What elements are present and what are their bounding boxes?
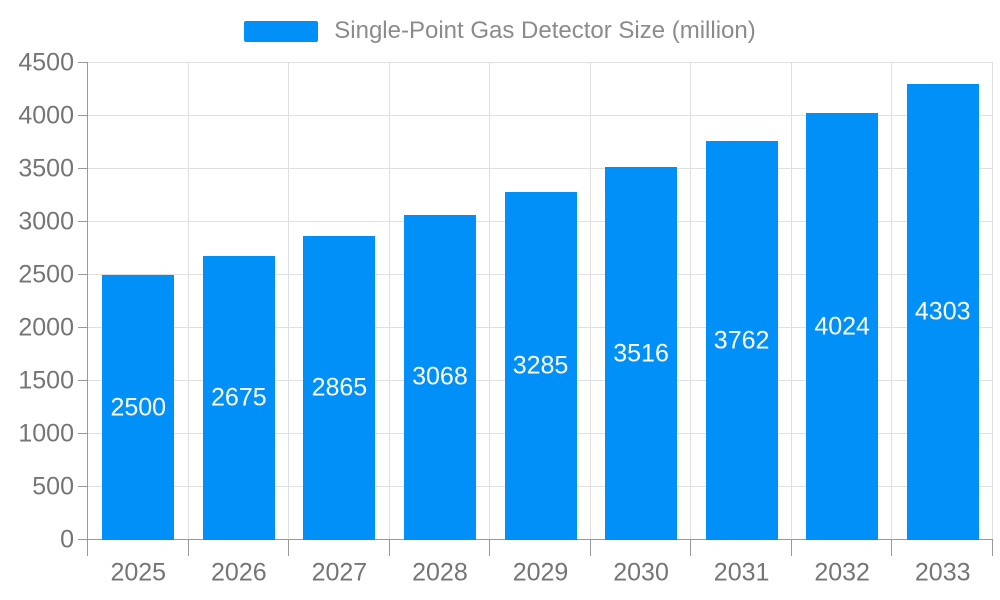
legend[interactable]: Single-Point Gas Detector Size (million): [0, 17, 1000, 45]
y-gridline: [88, 62, 993, 63]
y-tick-label: 500: [32, 472, 74, 501]
x-tick-label: 2025: [110, 558, 167, 587]
x-gridline: [589, 63, 591, 540]
legend-swatch: [244, 20, 319, 42]
x-tick: [187, 540, 189, 556]
bar-value-label: 4303: [914, 297, 971, 326]
x-gridline: [790, 63, 792, 540]
bar[interactable]: [806, 113, 879, 540]
x-gridline: [690, 63, 692, 540]
bar-value-label: 2865: [311, 373, 368, 402]
bar[interactable]: [906, 83, 979, 540]
y-axis-line: [87, 63, 88, 540]
bar-value-label: 3285: [512, 351, 569, 380]
y-tick-label: 4000: [18, 101, 74, 130]
x-tick-label: 2031: [713, 558, 770, 587]
x-tick: [891, 540, 893, 556]
y-tick: [78, 274, 88, 275]
x-tick-label: 2029: [512, 558, 569, 587]
y-tick: [78, 62, 88, 63]
x-tick-label: 2026: [211, 558, 267, 587]
x-tick-label: 2033: [914, 558, 971, 587]
y-tick-label: 4500: [18, 48, 74, 77]
y-tick: [78, 221, 88, 222]
y-tick-label: 2500: [18, 260, 74, 289]
x-tick-label: 2028: [412, 558, 468, 587]
legend-label: Single-Point Gas Detector Size (million): [334, 17, 756, 44]
bar-value-label: 3762: [713, 326, 770, 355]
bar[interactable]: [605, 167, 678, 540]
y-tick-label: 2000: [18, 313, 74, 342]
bar-value-label: 2500: [110, 393, 167, 421]
x-tick: [288, 540, 290, 556]
x-gridline: [992, 63, 993, 540]
y-tick-label: 0: [60, 525, 74, 554]
bar-value-label: 2675: [211, 383, 267, 412]
x-gridline: [288, 63, 290, 540]
y-tick: [78, 115, 88, 116]
x-tick: [690, 540, 692, 556]
x-tick-label: 2030: [613, 558, 669, 587]
y-tick: [78, 539, 88, 540]
x-tick: [589, 540, 591, 556]
x-tick: [992, 540, 993, 556]
y-tick-label: 3000: [18, 207, 74, 236]
y-tick: [78, 486, 88, 487]
y-tick-label: 3500: [18, 154, 74, 183]
y-tick: [78, 168, 88, 169]
x-tick: [388, 540, 390, 556]
y-tick: [78, 433, 88, 434]
x-gridline: [489, 63, 491, 540]
x-tick: [87, 540, 88, 556]
bar[interactable]: [102, 275, 175, 540]
y-tick-label: 1000: [18, 419, 74, 448]
bar[interactable]: [504, 191, 577, 540]
bar[interactable]: [202, 256, 275, 540]
x-tick-label: 2027: [311, 558, 368, 587]
x-tick: [790, 540, 792, 556]
x-tick-label: 2032: [814, 558, 870, 587]
y-tick: [78, 380, 88, 381]
x-gridline: [388, 63, 390, 540]
bar-value-label: 3068: [412, 362, 468, 391]
bar-value-label: 4024: [814, 312, 870, 341]
y-gridline: [88, 115, 993, 116]
x-tick: [489, 540, 491, 556]
y-tick-label: 1500: [18, 366, 74, 395]
y-gridline: [88, 168, 993, 169]
bar-value-label: 3516: [613, 339, 669, 368]
bar[interactable]: [303, 236, 376, 540]
bar[interactable]: [705, 141, 778, 540]
y-tick: [78, 327, 88, 328]
x-gridline: [891, 63, 893, 540]
bar[interactable]: [403, 214, 476, 540]
x-gridline: [187, 63, 189, 540]
